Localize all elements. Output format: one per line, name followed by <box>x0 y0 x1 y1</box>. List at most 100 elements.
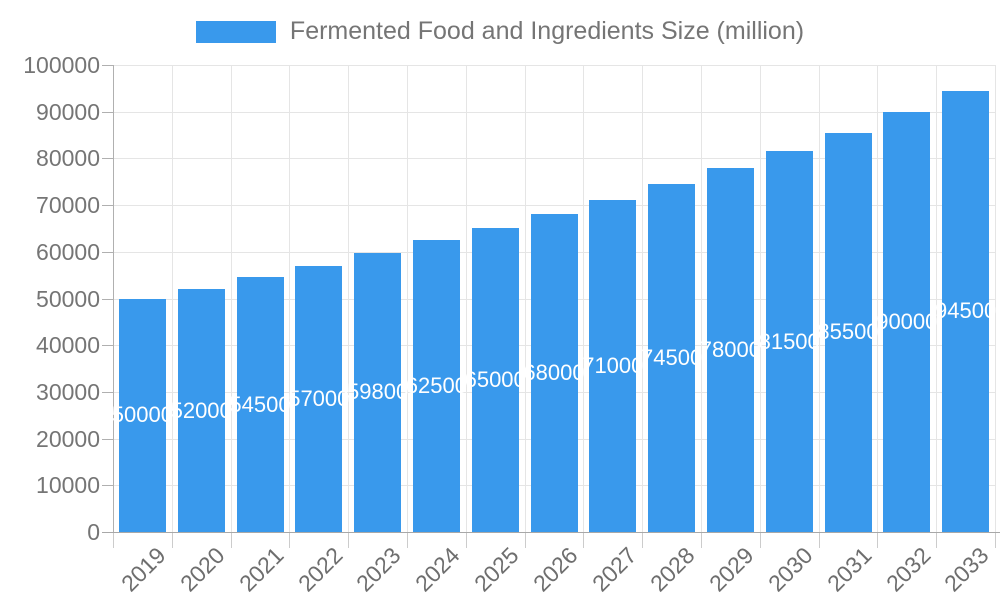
grid-line-vertical <box>995 65 996 532</box>
grid-line-vertical <box>583 65 585 532</box>
x-axis-tick <box>171 532 173 548</box>
bar[interactable] <box>295 265 343 532</box>
legend-label: Fermented Food and Ingredients Size (mil… <box>289 17 805 45</box>
x-axis-tick <box>230 532 232 548</box>
bar[interactable] <box>530 214 578 532</box>
y-axis-line <box>113 65 114 532</box>
y-axis-tick-label: 30000 <box>36 378 100 405</box>
x-axis-tick <box>877 532 879 548</box>
bar[interactable] <box>412 240 460 532</box>
bar[interactable] <box>354 252 402 532</box>
bar[interactable] <box>824 132 872 532</box>
y-axis-tick <box>102 251 113 253</box>
x-axis-tick-label: 2031 <box>821 542 877 597</box>
grid-line-vertical <box>289 65 291 532</box>
x-axis-tick-label: 2023 <box>351 542 406 597</box>
bar-value-label: 59800 <box>347 379 409 405</box>
bar-value-label: 54500 <box>229 391 291 417</box>
x-axis-tick-label: 2022 <box>292 542 348 597</box>
bar-value-label: 78000 <box>699 336 761 362</box>
bar[interactable] <box>236 277 284 532</box>
x-axis-tick-label: 2020 <box>175 542 230 597</box>
x-axis-line <box>102 532 1000 533</box>
x-axis-tick <box>936 532 938 548</box>
y-axis-tick-label: 10000 <box>36 472 100 499</box>
x-axis-tick <box>642 532 644 548</box>
grid-line-vertical <box>230 65 232 532</box>
grid-line-vertical <box>759 65 761 532</box>
y-axis-tick-label: 40000 <box>36 332 100 359</box>
x-axis-tick-label: 2028 <box>645 542 700 597</box>
y-axis-tick <box>102 158 113 160</box>
bar[interactable] <box>118 298 166 532</box>
bar-value-label: 74500 <box>641 345 703 371</box>
y-axis-tick <box>102 65 113 66</box>
x-axis-tick-label: 2025 <box>469 542 524 597</box>
x-axis-tick-label: 2021 <box>233 542 289 597</box>
y-axis-tick <box>102 345 113 347</box>
x-axis-tick-label: 2026 <box>527 542 583 597</box>
bar[interactable] <box>471 228 519 532</box>
bar-value-label: 85500 <box>817 319 879 345</box>
y-axis-tick-label: 80000 <box>36 145 100 172</box>
bar-value-label: 57000 <box>288 385 350 411</box>
x-axis-tick <box>701 532 702 548</box>
legend[interactable]: Fermented Food and Ingredients Size (mil… <box>0 17 1000 46</box>
bar-value-label: 71000 <box>582 353 644 379</box>
y-axis-tick <box>102 111 113 113</box>
grid-line-horizontal <box>113 205 995 207</box>
y-axis-tick <box>102 485 113 487</box>
x-axis-tick <box>113 532 114 548</box>
x-axis-tick <box>348 532 350 548</box>
grid-line-vertical <box>348 65 350 532</box>
x-axis-tick <box>583 532 585 548</box>
grid-line-vertical <box>407 65 408 532</box>
y-axis-tick <box>102 298 113 300</box>
bar-value-label: 81500 <box>758 328 820 354</box>
grid-line-vertical <box>818 65 820 532</box>
y-axis-tick-label: 70000 <box>36 192 100 219</box>
bar-value-label: 68000 <box>523 360 585 386</box>
bar-value-label: 52000 <box>170 397 232 423</box>
x-axis-tick <box>465 532 467 548</box>
legend-swatch <box>195 20 276 43</box>
bar-value-label: 65000 <box>464 367 526 393</box>
y-axis-tick-label: 50000 <box>36 285 100 312</box>
bar[interactable] <box>177 289 225 532</box>
y-axis-tick-label: 20000 <box>36 425 100 452</box>
grid-line-vertical <box>171 65 173 532</box>
bar[interactable] <box>648 184 696 532</box>
bar[interactable] <box>883 111 931 532</box>
bar[interactable] <box>765 151 813 532</box>
x-axis-tick-label: 2019 <box>116 542 171 597</box>
y-axis-tick-label: 90000 <box>36 98 100 125</box>
bar-value-label: 50000 <box>111 402 173 428</box>
x-axis-tick-label: 2030 <box>763 542 818 597</box>
y-axis-tick <box>102 438 113 440</box>
grid-line-vertical <box>642 65 644 532</box>
y-axis-tick-label: 0 <box>87 519 100 545</box>
grid-line-horizontal <box>113 111 995 113</box>
x-axis-tick-label: 2029 <box>704 542 759 597</box>
bar-value-label: 62500 <box>405 373 467 399</box>
bar-value-label: 90000 <box>876 308 938 334</box>
bar[interactable] <box>589 200 637 532</box>
x-axis-tick-label: 2033 <box>939 542 994 597</box>
bar-value-label: 94500 <box>935 298 997 324</box>
x-axis-tick <box>995 532 996 548</box>
grid-line-vertical <box>936 65 938 532</box>
grid-line-horizontal <box>113 158 995 160</box>
grid-line-horizontal <box>113 65 995 66</box>
y-axis-tick <box>102 205 113 207</box>
y-axis-tick <box>102 391 113 393</box>
bar[interactable] <box>942 90 990 532</box>
x-axis-tick <box>818 532 820 548</box>
grid-line-vertical <box>524 65 526 532</box>
x-axis-tick-label: 2032 <box>880 542 936 597</box>
grid-line-vertical <box>877 65 879 532</box>
bar[interactable] <box>706 167 754 532</box>
x-axis-tick-label: 2024 <box>410 542 465 597</box>
x-axis-tick-label: 2027 <box>586 542 642 597</box>
x-axis-tick <box>524 532 526 548</box>
